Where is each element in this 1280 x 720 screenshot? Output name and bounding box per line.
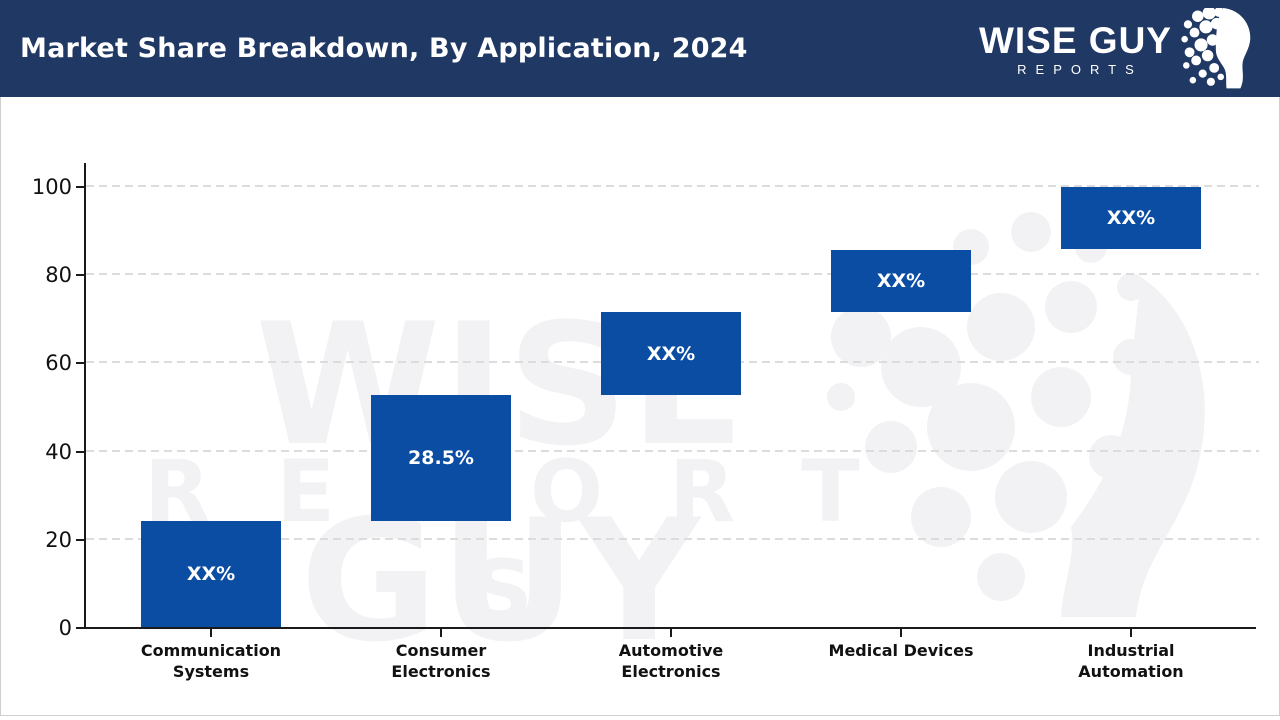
x-category-label-1: Communication Systems bbox=[140, 641, 282, 681]
bar-value-label-4: XX% bbox=[876, 269, 926, 292]
y-tick-0 bbox=[76, 627, 84, 629]
y-tick-80 bbox=[76, 274, 84, 277]
dotted-head-icon bbox=[1181, 7, 1251, 88]
x-category-label-3: Automotive Electronics bbox=[618, 641, 724, 681]
y-tick-label-80: 80 bbox=[45, 263, 72, 288]
y-tick-40 bbox=[76, 450, 84, 453]
page-title: Market Share Breakdown, By Application, … bbox=[20, 33, 748, 64]
y-tick-label-60: 60 bbox=[45, 351, 72, 376]
y-tick-20 bbox=[76, 538, 84, 541]
y-tick-label-0: 0 bbox=[58, 616, 72, 640]
y-tick-label-100: 100 bbox=[31, 175, 72, 199]
logo-subtitle: REPORTS bbox=[1017, 61, 1143, 77]
bar-3: XX% bbox=[601, 312, 741, 396]
gridline-40 bbox=[86, 449, 1259, 452]
x-category-label-2: Consumer Electronics bbox=[391, 641, 491, 681]
bar-value-label-2: 28.5% bbox=[408, 447, 474, 470]
y-tick-60 bbox=[76, 362, 84, 365]
bar-value-label-3: XX% bbox=[646, 342, 696, 365]
x-tick-1 bbox=[210, 629, 212, 637]
bar-value-label-5: XX% bbox=[1106, 206, 1156, 229]
y-tick-label-40: 40 bbox=[45, 439, 72, 464]
bar-2: 28.5% bbox=[371, 395, 511, 522]
y-tick-label-20: 20 bbox=[45, 527, 72, 552]
bar-5: XX% bbox=[1061, 187, 1201, 249]
y-tick-100 bbox=[76, 186, 84, 188]
x-tick-3 bbox=[670, 629, 672, 637]
bar-1: XX% bbox=[141, 521, 281, 627]
x-axis bbox=[84, 627, 1256, 629]
gridline-100 bbox=[86, 185, 1259, 187]
logo-text: WISE GUY REPORTS bbox=[979, 22, 1172, 76]
x-tick-5 bbox=[1130, 629, 1132, 637]
bar-4: XX% bbox=[831, 249, 971, 312]
bar-value-label-1: XX% bbox=[186, 563, 236, 586]
x-tick-4 bbox=[900, 629, 902, 637]
y-axis bbox=[84, 163, 86, 629]
x-tick-2 bbox=[440, 629, 442, 637]
header-bar: Market Share Breakdown, By Application, … bbox=[0, 0, 1280, 97]
gridline-80 bbox=[86, 273, 1259, 276]
logo-wordmark: WISE GUY bbox=[978, 19, 1172, 61]
chart-card: WISE GUY R E P O R T S 020406080100XX%Co… bbox=[0, 97, 1280, 716]
x-category-label-4: Medical Devices bbox=[828, 641, 974, 660]
logo: WISE GUY REPORTS bbox=[979, 7, 1252, 90]
gridline-20 bbox=[86, 537, 1259, 540]
x-category-label-5: Industrial Automation bbox=[1078, 641, 1184, 681]
